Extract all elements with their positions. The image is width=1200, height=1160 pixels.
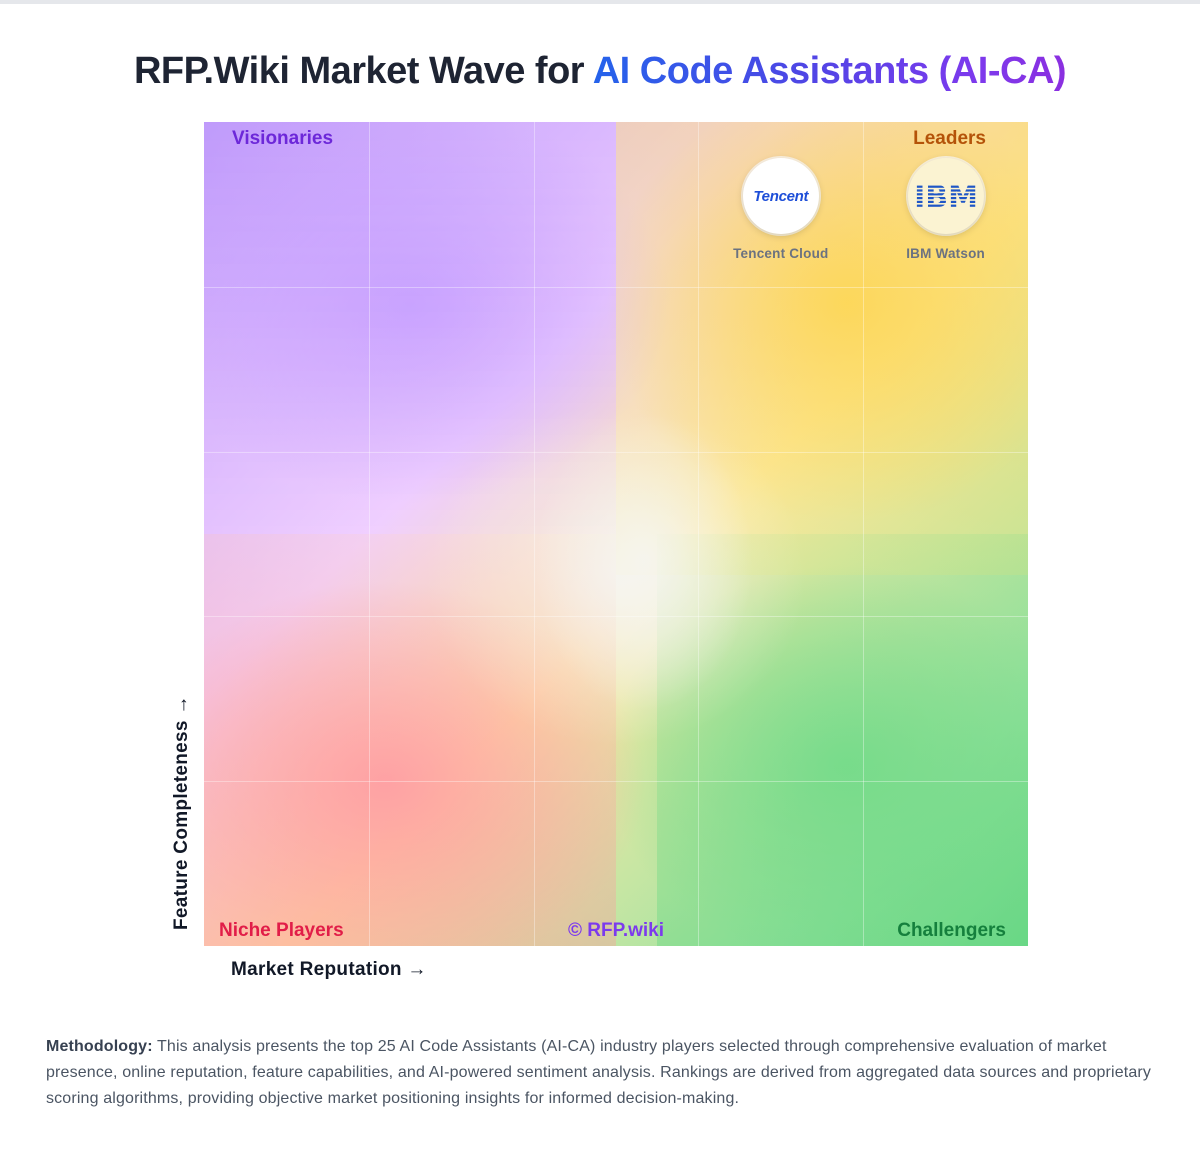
- title-highlight: AI Code Assistants (AI-CA): [592, 50, 1067, 92]
- gridline-vertical: [369, 122, 370, 946]
- gridline-horizontal: [204, 781, 1028, 782]
- tencent-wordmark: Tencent: [753, 187, 809, 205]
- methodology-note: Methodology: This analysis presents the …: [46, 1034, 1154, 1112]
- gridline-horizontal: [204, 287, 1028, 288]
- page-title: RFP.Wiki Market Wave for AI Code Assista…: [0, 50, 1200, 93]
- vendor-name: IBM Watson: [906, 246, 985, 262]
- quadrant-label-leaders: Leaders: [913, 128, 986, 149]
- vendor-point[interactable]: IBM IBM Watson: [886, 158, 1006, 261]
- center-glow: [534, 412, 754, 712]
- title-prefix: RFP.Wiki Market Wave for: [133, 50, 593, 92]
- quadrant-label-niche-players: Niche Players: [219, 920, 344, 941]
- gridline-vertical: [534, 122, 535, 946]
- y-axis-label: Feature Completeness →: [171, 695, 192, 930]
- tencent-logo-icon: Tencent: [742, 158, 819, 235]
- market-wave-plot: Visionaries Leaders Niche Players Challe…: [204, 122, 1028, 946]
- gridline-vertical: [863, 122, 864, 946]
- gridline-horizontal: [204, 616, 1028, 617]
- vendor-name: Tencent Cloud: [733, 246, 829, 262]
- methodology-text: This analysis presents the top 25 AI Cod…: [46, 1038, 1152, 1107]
- gridline-horizontal: [204, 452, 1028, 453]
- ibm-logo-icon: IBM: [907, 158, 984, 235]
- top-divider: [0, 0, 1200, 4]
- gridline-vertical: [698, 122, 699, 946]
- quadrant-label-challengers: Challengers: [897, 920, 1006, 941]
- x-axis-label: Market Reputation →: [231, 959, 427, 980]
- quadrant-label-visionaries: Visionaries: [232, 128, 334, 149]
- watermark: © RFP.wiki: [567, 920, 664, 941]
- vendor-point[interactable]: Tencent Tencent Cloud: [721, 158, 841, 261]
- methodology-label: Methodology:: [46, 1038, 153, 1055]
